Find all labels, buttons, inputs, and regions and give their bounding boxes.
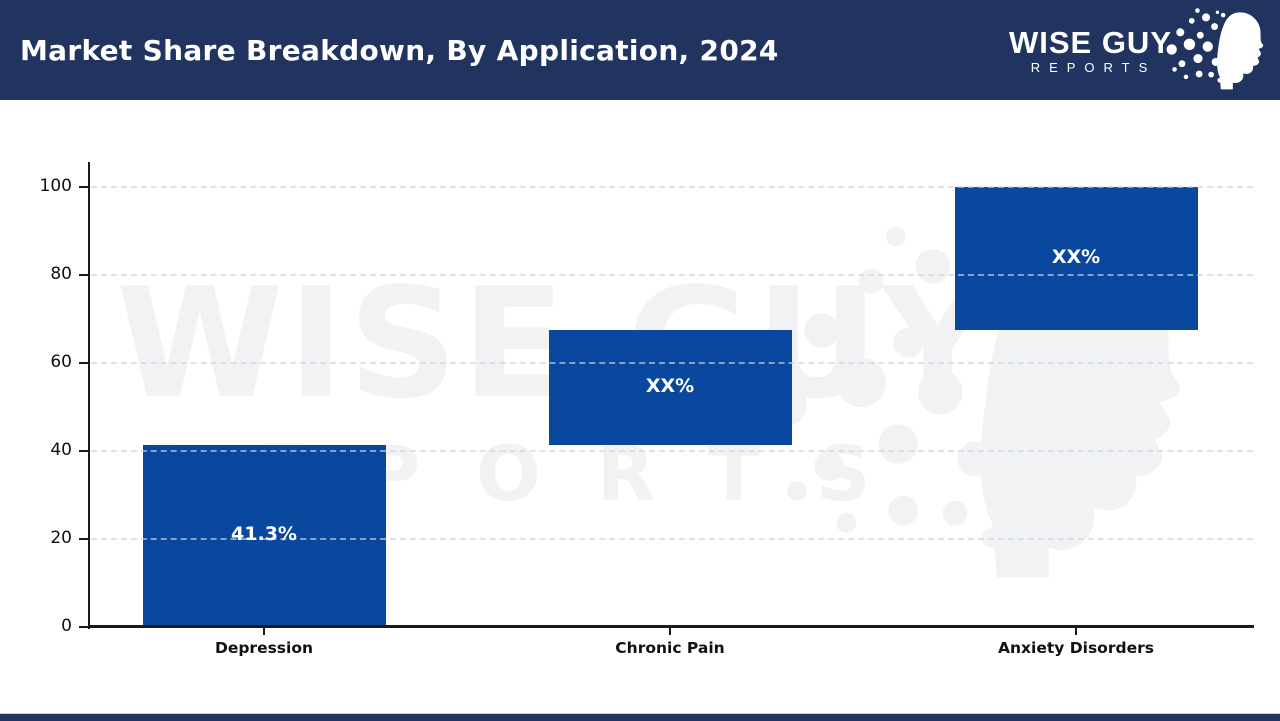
y-tick-mark: [79, 362, 89, 364]
wiseguy-face-icon: [1166, 8, 1264, 90]
header-banner: Market Share Breakdown, By Application, …: [0, 0, 1280, 100]
gridline-y80: [91, 274, 1253, 276]
y-tick-label: 60: [50, 352, 72, 372]
y-tick-mark: [79, 626, 89, 628]
bar-value-label: XX%: [645, 374, 695, 397]
y-tick-label: 0: [61, 616, 72, 636]
footer-bar: [0, 713, 1280, 721]
bar-value-label: 41.3%: [231, 523, 297, 546]
y-tick-mark: [79, 538, 89, 540]
x-tick-mark: [263, 627, 265, 635]
y-tick-label: 20: [50, 528, 72, 548]
gridline-y100: [91, 186, 1253, 188]
gridline-y20: [91, 538, 1253, 540]
y-tick-mark: [79, 450, 89, 452]
bar-anxiety-disorders: [954, 187, 1198, 330]
brand-logo: WISE GUY REPORTS: [1009, 7, 1266, 93]
x-tick-mark: [1075, 627, 1077, 635]
y-tick-label: 100: [39, 176, 72, 196]
brand-subname: REPORTS: [1030, 59, 1157, 75]
y-tick-label: 40: [50, 440, 72, 460]
y-tick-mark: [79, 274, 89, 276]
bar-depression: [142, 445, 386, 627]
gridline-y60: [91, 362, 1253, 364]
y-tick-mark: [79, 186, 89, 188]
x-category-label: Depression: [214, 639, 314, 657]
y-tick-label: 80: [50, 264, 72, 284]
brand-name: WISE GUY: [1008, 24, 1172, 60]
gridline-y40: [91, 450, 1253, 452]
brand-wordmark: WISE GUY REPORTS: [1009, 27, 1172, 74]
bar-value-label: XX%: [1051, 245, 1101, 268]
y-axis-spine: [88, 162, 90, 629]
page-title: Market Share Breakdown, By Application, …: [20, 33, 779, 67]
x-category-label: Chronic Pain: [615, 639, 725, 657]
x-category-label: Anxiety Disorders: [998, 639, 1154, 657]
bar-chronic-pain: [548, 330, 792, 446]
x-axis-spine: [88, 625, 1254, 628]
x-tick-mark: [669, 627, 671, 635]
